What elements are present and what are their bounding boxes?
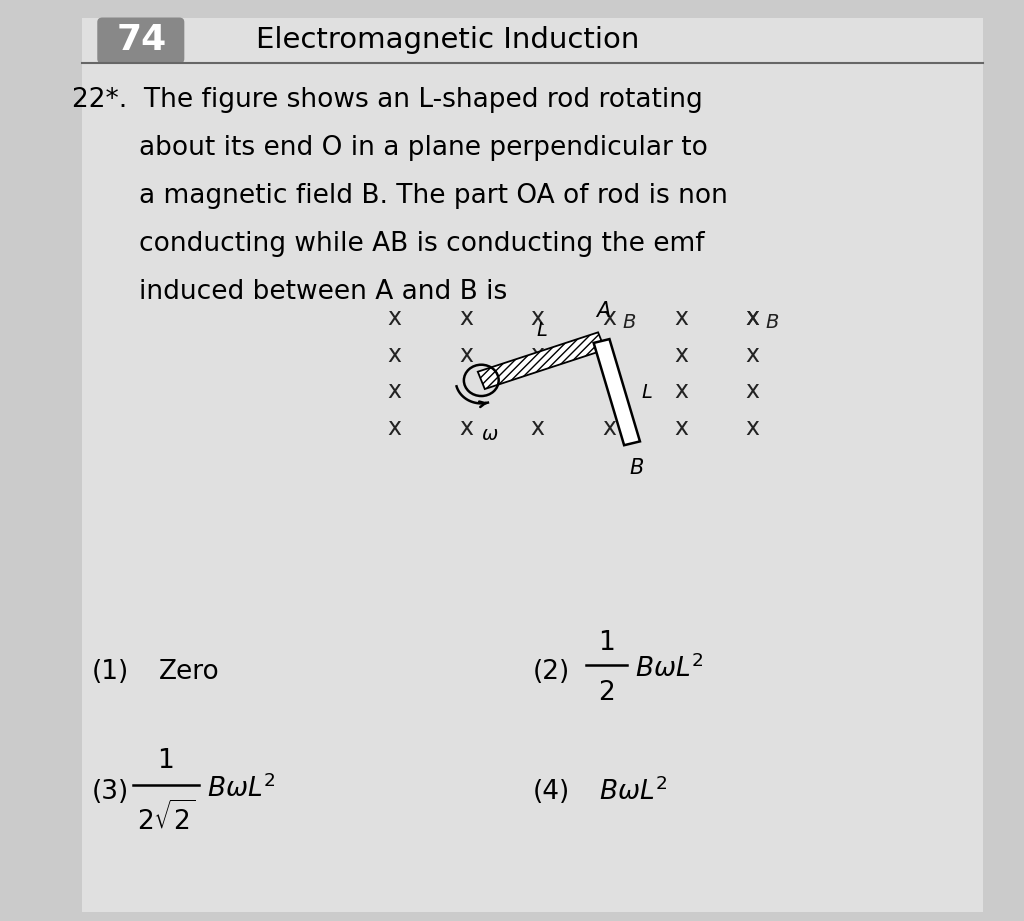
Text: x: x — [387, 416, 401, 440]
Text: x: x — [387, 306, 401, 330]
Text: conducting while AB is conducting the emf: conducting while AB is conducting the em… — [72, 231, 705, 257]
Text: x: x — [530, 343, 545, 367]
Text: x: x — [459, 416, 473, 440]
Text: B: B — [623, 313, 636, 332]
Text: (4): (4) — [532, 779, 569, 805]
Text: x: x — [530, 306, 545, 330]
Text: x: x — [745, 343, 760, 367]
Text: 22*.  The figure shows an L-shaped rod rotating: 22*. The figure shows an L-shaped rod ro… — [72, 87, 702, 113]
Text: x: x — [674, 379, 688, 403]
Text: x: x — [745, 306, 760, 330]
Text: (2): (2) — [532, 659, 569, 685]
Text: 1: 1 — [158, 748, 174, 774]
Text: x: x — [602, 416, 616, 440]
Text: 2: 2 — [598, 680, 614, 705]
Text: $B\omega L^2$: $B\omega L^2$ — [207, 775, 275, 802]
Polygon shape — [594, 339, 640, 445]
Text: x: x — [745, 306, 760, 330]
Text: L: L — [536, 321, 547, 341]
Text: B: B — [629, 458, 643, 478]
Text: (3): (3) — [92, 779, 129, 805]
Text: x: x — [745, 416, 760, 440]
FancyBboxPatch shape — [82, 18, 983, 912]
Text: a magnetic field B. The part OA of rod is non: a magnetic field B. The part OA of rod i… — [72, 183, 728, 209]
Text: Zero: Zero — [159, 659, 219, 685]
Text: x: x — [459, 306, 473, 330]
Text: about its end O in a plane perpendicular to: about its end O in a plane perpendicular… — [72, 135, 708, 161]
Text: x: x — [602, 306, 616, 330]
Text: x: x — [674, 343, 688, 367]
Text: L: L — [641, 382, 652, 402]
Text: x: x — [387, 379, 401, 403]
Text: B: B — [766, 313, 779, 332]
Text: x: x — [387, 343, 401, 367]
Text: $2\sqrt{2}$: $2\sqrt{2}$ — [137, 801, 195, 836]
Text: $\omega$: $\omega$ — [480, 425, 499, 444]
Text: $B\omega L^2$: $B\omega L^2$ — [635, 655, 703, 682]
Text: x: x — [530, 416, 545, 440]
Text: x: x — [674, 306, 688, 330]
Text: A: A — [597, 301, 610, 321]
Text: (1): (1) — [92, 659, 129, 685]
Text: $B\omega L^2$: $B\omega L^2$ — [599, 778, 668, 806]
Polygon shape — [478, 332, 605, 389]
Text: x: x — [674, 416, 688, 440]
FancyBboxPatch shape — [97, 17, 184, 64]
Text: x: x — [745, 379, 760, 403]
Text: 74: 74 — [116, 23, 167, 56]
Text: x: x — [459, 343, 473, 367]
Text: Electromagnetic Induction: Electromagnetic Induction — [256, 26, 639, 53]
Text: induced between A and B is: induced between A and B is — [72, 279, 507, 305]
Text: 1: 1 — [598, 630, 614, 656]
